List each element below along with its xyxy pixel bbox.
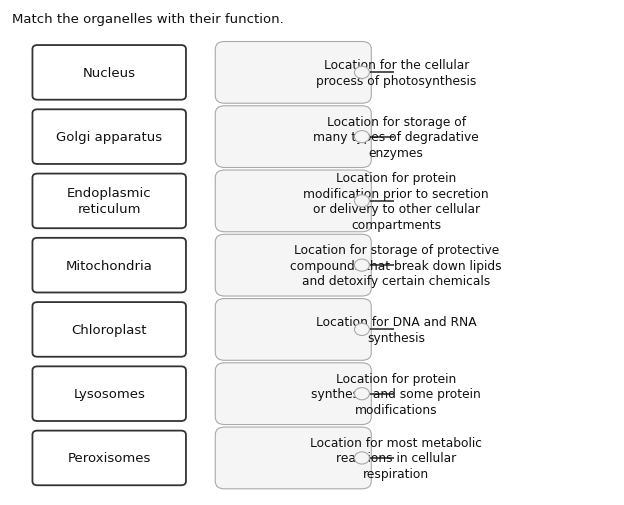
FancyBboxPatch shape: [215, 299, 371, 361]
Text: Chloroplast: Chloroplast: [72, 323, 147, 336]
Text: Location for protein
modification prior to secretion
or delivery to other cellul: Location for protein modification prior …: [303, 172, 489, 231]
Circle shape: [354, 67, 369, 79]
Text: Location for the cellular
process of photosynthesis: Location for the cellular process of pho…: [316, 59, 477, 87]
Text: Location for storage of
many types of degradative
enzymes: Location for storage of many types of de…: [313, 116, 479, 159]
FancyBboxPatch shape: [215, 171, 371, 232]
Text: Golgi apparatus: Golgi apparatus: [56, 131, 162, 144]
Circle shape: [354, 452, 369, 464]
FancyBboxPatch shape: [32, 238, 186, 293]
FancyBboxPatch shape: [32, 431, 186, 485]
FancyBboxPatch shape: [215, 427, 371, 489]
FancyBboxPatch shape: [215, 42, 371, 104]
Text: Nucleus: Nucleus: [83, 67, 135, 80]
FancyBboxPatch shape: [32, 302, 186, 357]
Circle shape: [354, 195, 369, 208]
Text: Endoplasmic
reticulum: Endoplasmic reticulum: [67, 187, 152, 216]
Text: Location for most metabolic
reactions in cellular
respiration: Location for most metabolic reactions in…: [310, 436, 482, 480]
FancyBboxPatch shape: [215, 363, 371, 425]
FancyBboxPatch shape: [32, 367, 186, 421]
Circle shape: [354, 260, 369, 272]
Text: Lysosomes: Lysosomes: [73, 387, 145, 400]
Text: Peroxisomes: Peroxisomes: [67, 451, 151, 465]
Text: Location for storage of protective
compounds that break down lipids
and detoxify: Location for storage of protective compo…: [290, 244, 502, 287]
Circle shape: [354, 388, 369, 400]
FancyBboxPatch shape: [32, 46, 186, 100]
FancyBboxPatch shape: [32, 174, 186, 229]
FancyBboxPatch shape: [215, 107, 371, 168]
Text: Location for protein
synthesis and some protein
modifications: Location for protein synthesis and some …: [311, 372, 481, 416]
Circle shape: [354, 131, 369, 143]
Text: Mitochondria: Mitochondria: [66, 259, 153, 272]
FancyBboxPatch shape: [215, 235, 371, 296]
Circle shape: [354, 324, 369, 336]
FancyBboxPatch shape: [32, 110, 186, 165]
Text: Location for DNA and RNA
synthesis: Location for DNA and RNA synthesis: [316, 316, 477, 344]
Text: Match the organelles with their function.: Match the organelles with their function…: [12, 13, 284, 26]
